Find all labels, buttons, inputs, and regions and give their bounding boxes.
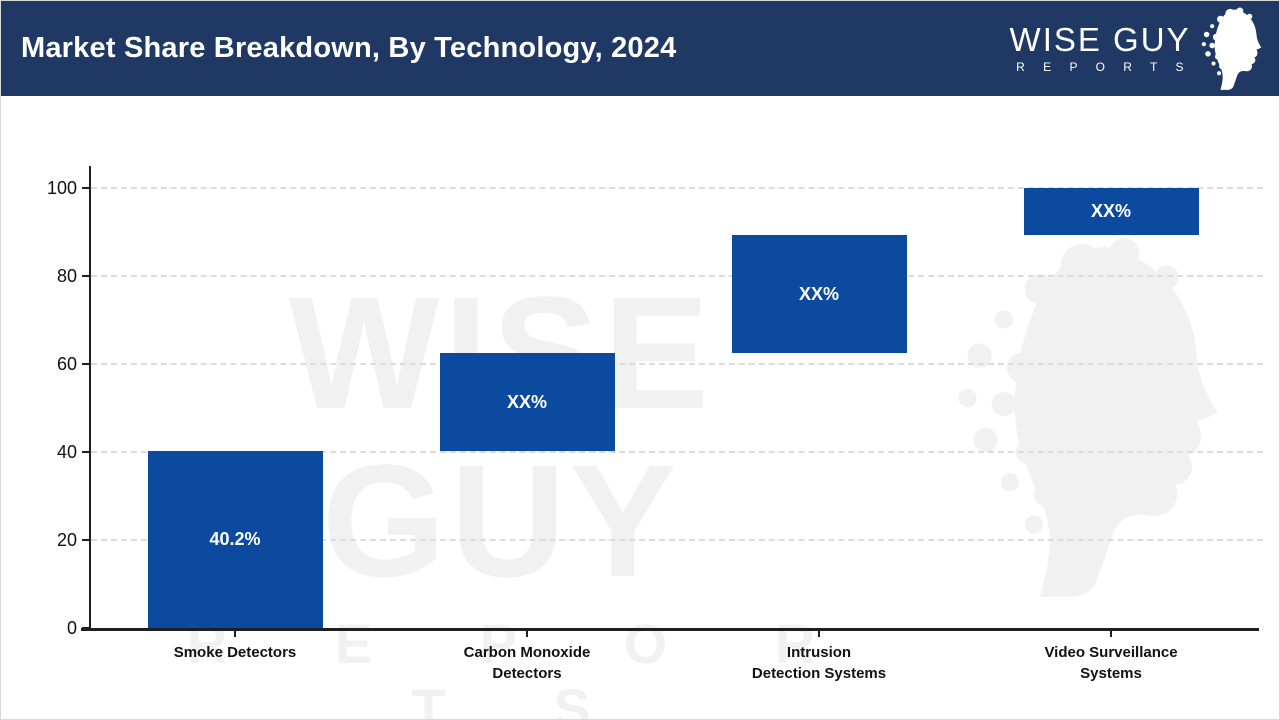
brand-logo: WISE GUY R E P O R T S (1009, 4, 1269, 94)
y-tick-mark (82, 187, 89, 189)
bar-value-label: XX% (506, 391, 548, 412)
x-category-label: Intrusion Detection Systems (694, 642, 944, 684)
brand-name: WISE GUY (1009, 21, 1191, 58)
x-category-line: Smoke Detectors (173, 644, 297, 661)
x-category-line: Detectors (492, 665, 562, 682)
bar-value-label: XX% (798, 283, 840, 304)
brand-subtitle: R E P O R T S (1016, 60, 1191, 74)
y-tick-label: 0 (66, 618, 77, 638)
y-axis-line (89, 166, 91, 631)
x-axis-line (81, 628, 1259, 631)
y-tick-label: 40 (56, 442, 77, 462)
y-tick-label: 20 (56, 530, 77, 550)
x-category-line: Carbon Monoxide (463, 644, 591, 661)
x-category-line: Video Surveillance (1044, 644, 1178, 661)
gridline-100 (91, 187, 1263, 189)
bar-value-label: 40.2% (209, 529, 261, 550)
page-title: Market Share Breakdown, By Technology, 2… (21, 32, 677, 64)
y-tick-label: 100 (46, 178, 77, 198)
x-category-label: Video Surveillance Systems (986, 642, 1236, 684)
x-tick-mark (818, 631, 820, 637)
y-tick-label: 80 (56, 266, 77, 286)
bar-value-label: XX% (1090, 201, 1132, 222)
bar-video-surveillance-systems: XX% (1023, 188, 1199, 236)
y-tick-mark (82, 363, 89, 365)
y-tick-mark (82, 539, 89, 541)
header-bar: Market Share Breakdown, By Technology, 2… (1, 1, 1279, 96)
y-tick-mark (82, 451, 89, 453)
x-category-label: Smoke Detectors (110, 642, 360, 663)
x-category-label: Carbon Monoxide Detectors (402, 642, 652, 684)
x-category-line: Systems (1080, 665, 1142, 682)
gridline-40 (91, 451, 1263, 453)
brand-logo-text: WISE GUY R E P O R T S (1009, 23, 1191, 74)
bar-intrusion-detection-systems: XX% (731, 235, 907, 353)
watermark-head-icon (879, 223, 1249, 615)
x-category-line: Detection Systems (751, 665, 887, 682)
bar-smoke-detectors: 40.2% (147, 451, 323, 628)
bar-carbon-monoxide-detectors: XX% (439, 353, 615, 452)
gridline-80 (91, 275, 1263, 277)
gridline-20 (91, 539, 1263, 541)
y-tick-mark (82, 275, 89, 277)
x-tick-mark (234, 631, 236, 637)
x-tick-mark (1110, 631, 1112, 637)
y-tick-label: 60 (56, 354, 77, 374)
x-category-line: Intrusion (786, 644, 852, 661)
x-tick-mark (526, 631, 528, 637)
brand-head-icon (1183, 4, 1269, 94)
gridline-60 (91, 363, 1263, 365)
